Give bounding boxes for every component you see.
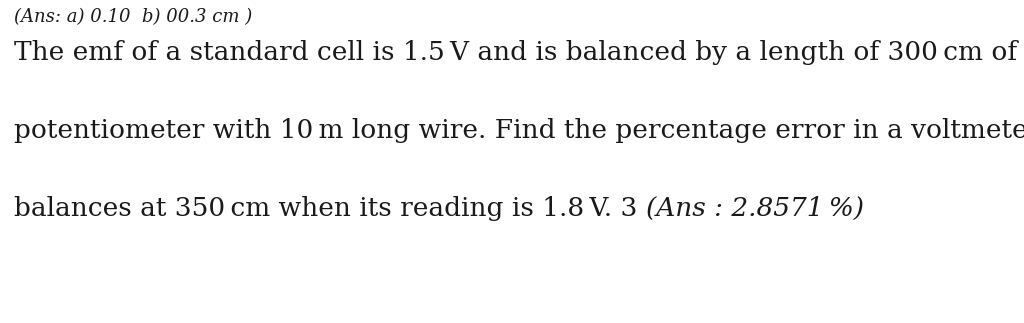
- Text: (Ans: a) 0.10  b) 00.3 cm ): (Ans: a) 0.10 b) 00.3 cm ): [14, 8, 252, 26]
- Text: The emf of a standard cell is 1.5 V and is balanced by a length of 300 cm of a: The emf of a standard cell is 1.5 V and …: [14, 40, 1024, 65]
- Text: balances at 350 cm when its reading is 1.8 V. 3: balances at 350 cm when its reading is 1…: [14, 196, 646, 221]
- Text: potentiometer with 10 m long wire. Find the percentage error in a voltmeter whic: potentiometer with 10 m long wire. Find …: [14, 118, 1024, 143]
- Text: (Ans : 2.8571 %): (Ans : 2.8571 %): [646, 196, 864, 221]
